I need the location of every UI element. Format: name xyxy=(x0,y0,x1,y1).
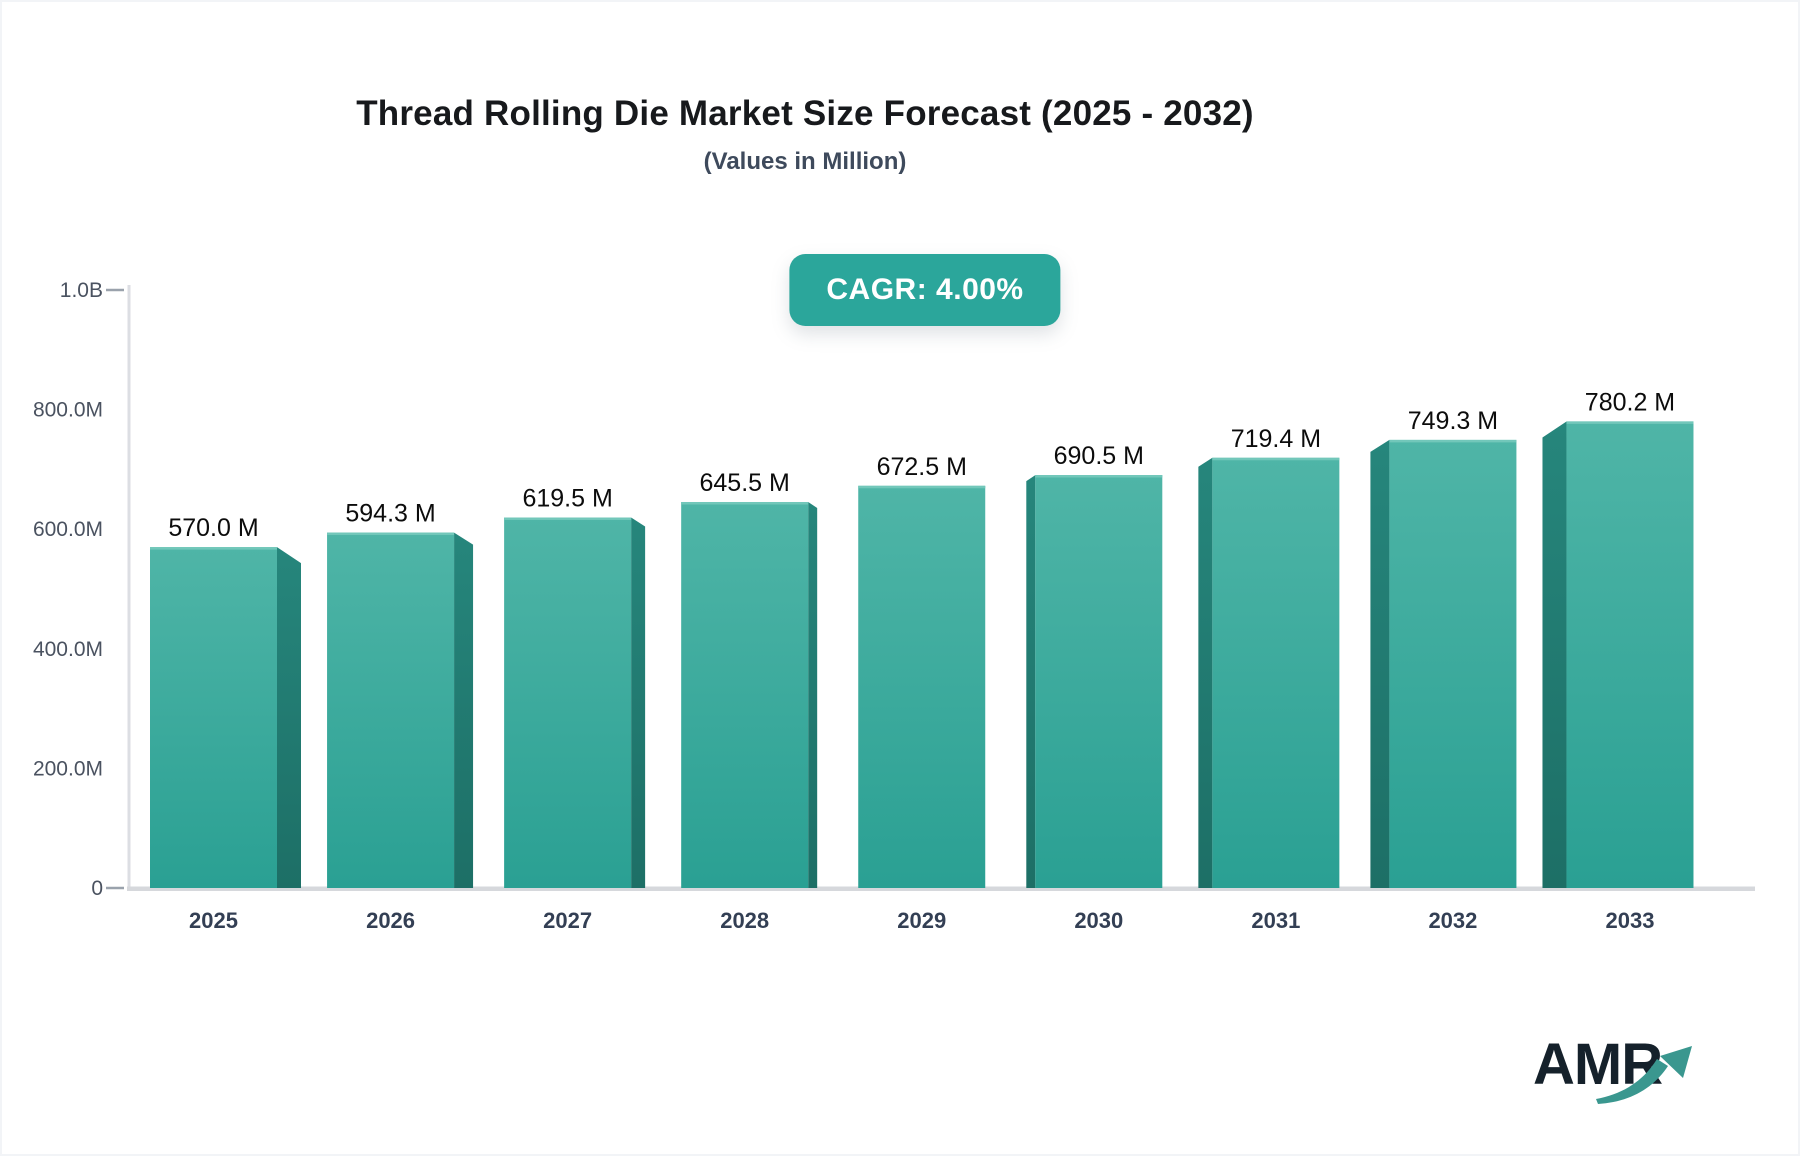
x-axis-label: 2032 xyxy=(1428,908,1477,933)
amr-logo: AMR xyxy=(1533,1036,1723,1126)
bar-2029 xyxy=(858,485,986,888)
bar-front-face xyxy=(1035,475,1163,888)
y-axis-tick-label: 600.0M xyxy=(33,518,103,541)
y-axis-tick-label: 1.0B xyxy=(60,279,103,302)
bar-front-face xyxy=(1212,457,1340,888)
bar-2026 xyxy=(327,532,474,888)
bar-side-face xyxy=(454,532,474,888)
x-axis-label: 2025 xyxy=(189,908,238,933)
y-axis-tick-label: 200.0M xyxy=(33,757,103,780)
bar-side-face xyxy=(1026,475,1036,888)
cagr-badge: CAGR: 4.00% xyxy=(789,254,1061,326)
bar-2033 xyxy=(1542,421,1694,888)
bar-side-face xyxy=(631,517,646,888)
x-axis-label: 2026 xyxy=(366,908,415,933)
y-axis-tick-label: 0 xyxy=(91,877,103,900)
x-axis-label: 2027 xyxy=(543,908,592,933)
bar-value-label: 594.3 M xyxy=(345,500,435,528)
bar-front-face xyxy=(1389,439,1517,888)
bar-side-face xyxy=(808,501,818,888)
bar-2028 xyxy=(681,501,818,888)
bar-2031 xyxy=(1198,457,1340,888)
bar-side-face xyxy=(1542,421,1567,888)
y-axis-tick-label: 800.0M xyxy=(33,399,103,422)
bar-2030 xyxy=(1026,475,1163,888)
x-axis-label: 2033 xyxy=(1606,908,1655,933)
bar-2032 xyxy=(1370,439,1517,888)
bar-front-face xyxy=(327,532,455,888)
bar-side-face xyxy=(1370,439,1390,888)
y-axis-tick-label: 400.0M xyxy=(33,638,103,661)
bar-value-label: 749.3 M xyxy=(1408,407,1498,435)
bar-value-label: 690.5 M xyxy=(1054,442,1144,470)
y-axis-line xyxy=(127,285,131,890)
x-axis-label: 2030 xyxy=(1074,908,1123,933)
x-axis-label: 2031 xyxy=(1251,908,1300,933)
bar-2027 xyxy=(504,517,646,888)
x-axis-label: 2028 xyxy=(720,908,769,933)
bar-front-face xyxy=(150,547,277,888)
bar-value-label: 645.5 M xyxy=(700,469,790,497)
bar-side-face xyxy=(277,547,301,888)
growth-arrow-icon xyxy=(1596,1046,1692,1104)
x-axis-label: 2029 xyxy=(897,908,946,933)
bar-front-face xyxy=(681,501,809,888)
bar-value-label: 672.5 M xyxy=(877,453,967,481)
bar-front-face xyxy=(1566,421,1694,888)
bar-side-face xyxy=(1198,457,1213,888)
x-axis-line xyxy=(127,886,1755,891)
bar-value-label: 719.4 M xyxy=(1231,425,1321,453)
chart-subtitle: (Values in Million) xyxy=(703,148,907,175)
bar-value-label: 619.5 M xyxy=(522,485,612,513)
bar-value-label: 570.0 M xyxy=(168,514,258,542)
bar-value-label: 780.2 M xyxy=(1585,388,1675,416)
bar-front-face xyxy=(858,485,986,888)
bar-front-face xyxy=(504,517,632,888)
bar-2025 xyxy=(150,547,301,888)
chart-title: Thread Rolling Die Market Size Forecast … xyxy=(356,94,1254,133)
